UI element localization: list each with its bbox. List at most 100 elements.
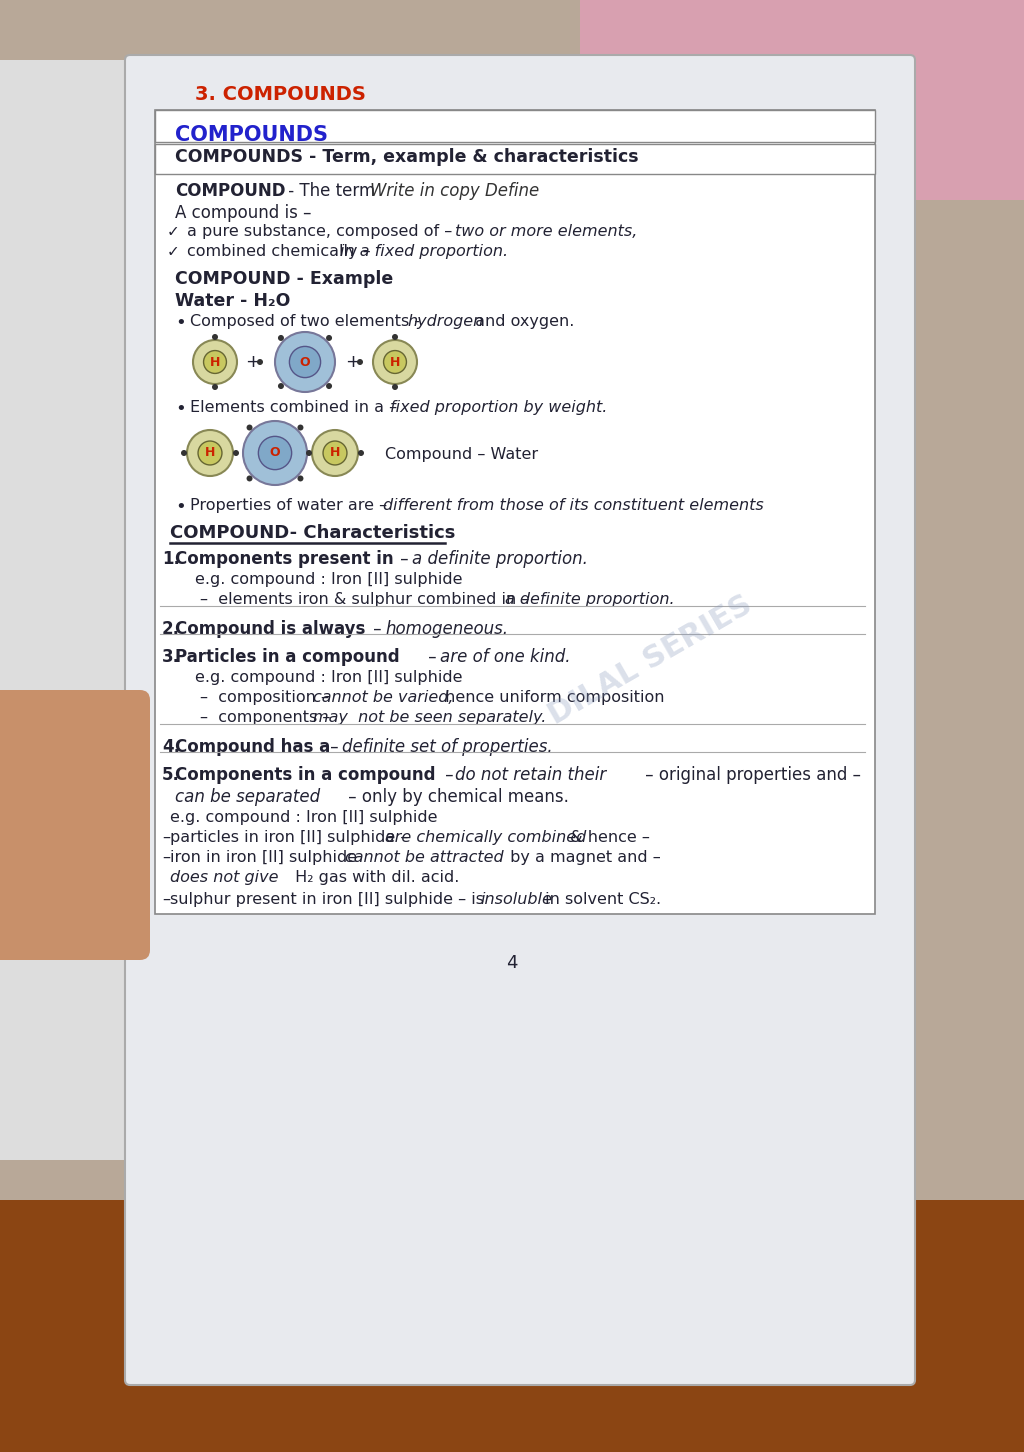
Text: DILAL SERIES: DILAL SERIES [543,590,757,730]
Circle shape [187,430,233,476]
Text: can be separated: can be separated [175,788,321,806]
Text: e.g. compound : Iron [II] sulphide: e.g. compound : Iron [II] sulphide [170,810,437,825]
Text: •: • [175,498,185,515]
Text: –  elements iron & sulphur combined in –: – elements iron & sulphur combined in – [200,592,535,607]
Text: iron in iron [II] sulphide: iron in iron [II] sulphide [170,849,362,865]
Text: H: H [330,447,340,459]
Text: Water - H₂O: Water - H₂O [175,292,291,309]
Text: H: H [205,447,215,459]
Text: – only by chemical means.: – only by chemical means. [343,788,569,806]
Text: cannot be varied,: cannot be varied, [313,690,454,706]
Text: insoluble: insoluble [480,892,552,908]
Text: COMPOUND- Characteristics: COMPOUND- Characteristics [170,524,456,542]
Text: a definite proportion.: a definite proportion. [412,550,588,568]
Text: COMPOUND: COMPOUND [175,182,286,200]
Circle shape [297,424,303,431]
Circle shape [193,340,237,383]
Text: –: – [395,550,414,568]
Text: COMPOUND - Example: COMPOUND - Example [175,270,393,287]
Bar [0,1199,1024,1452]
Text: e.g. compound : Iron [II] sulphide: e.g. compound : Iron [II] sulphide [195,669,463,685]
Text: Particles in a compound: Particles in a compound [175,648,399,666]
FancyBboxPatch shape [0,690,150,960]
Text: Write in copy Define: Write in copy Define [370,182,540,200]
Text: in solvent CS₂.: in solvent CS₂. [540,892,662,908]
Text: two or more elements,: two or more elements, [455,224,637,240]
Text: Composed of two elements -: Composed of two elements - [190,314,425,330]
Circle shape [212,334,218,340]
Circle shape [204,350,226,373]
Text: O: O [300,356,310,369]
Text: combined chemically –: combined chemically – [187,244,376,258]
Circle shape [290,347,321,378]
Text: definite set of properties.: definite set of properties. [342,738,553,756]
Text: Compound has a: Compound has a [175,738,331,756]
Text: +: + [345,353,360,372]
Bar [155,110,874,142]
Text: Compound is always: Compound is always [175,620,366,637]
Circle shape [275,333,335,392]
Circle shape [247,475,253,482]
Circle shape [233,450,239,456]
Circle shape [278,383,284,389]
FancyBboxPatch shape [125,55,915,1385]
Circle shape [312,430,358,476]
Text: cannot be attracted: cannot be attracted [345,849,504,865]
Text: +: + [245,353,260,372]
Text: and oxygen.: and oxygen. [470,314,574,330]
Circle shape [306,450,312,456]
Text: may  not be seen separately.: may not be seen separately. [313,710,547,725]
Text: –: – [368,620,387,637]
Bar [580,0,1024,200]
Circle shape [297,475,303,482]
Text: do not retain their: do not retain their [455,767,606,784]
Text: •: • [175,314,185,333]
Circle shape [243,421,307,485]
Circle shape [181,450,187,456]
FancyBboxPatch shape [155,110,874,913]
Circle shape [392,383,398,391]
Circle shape [278,335,284,341]
Text: Elements combined in a –: Elements combined in a – [190,399,402,415]
Text: –: – [440,767,459,784]
Text: a definite proportion.: a definite proportion. [505,592,675,607]
Circle shape [198,441,222,465]
Text: COMPOUNDS: COMPOUNDS [175,125,328,145]
Circle shape [247,424,253,431]
Text: COMPOUNDS - Term, example & characteristics: COMPOUNDS - Term, example & characterist… [175,148,639,166]
Text: H: H [390,356,400,369]
Text: –: – [423,648,442,666]
Circle shape [373,340,417,383]
Text: ✓: ✓ [167,224,180,240]
Text: Components present in: Components present in [175,550,393,568]
Text: fixed proportion by weight.: fixed proportion by weight. [390,399,607,415]
Circle shape [326,335,332,341]
Bar [0,60,135,1160]
Text: O: O [269,447,281,459]
Text: •: • [175,399,185,418]
Text: 1.: 1. [162,550,180,568]
Text: 3. COMPOUNDS: 3. COMPOUNDS [195,86,366,105]
Bar [155,144,874,174]
Text: - The term: - The term [283,182,381,200]
Circle shape [323,441,347,465]
Text: 3.: 3. [162,648,180,666]
Text: in a fixed proportion.: in a fixed proportion. [340,244,508,258]
Text: Components in a compound: Components in a compound [175,767,435,784]
Text: –: – [162,892,170,908]
Text: by a magnet and –: by a magnet and – [505,849,660,865]
Text: a pure substance, composed of –: a pure substance, composed of – [187,224,458,240]
Text: Properties of water are –: Properties of water are – [190,498,392,513]
Circle shape [257,359,263,364]
Text: H: H [210,356,220,369]
Text: 2.: 2. [162,620,180,637]
Text: e.g. compound : Iron [II] sulphide: e.g. compound : Iron [II] sulphide [195,572,463,587]
Circle shape [326,383,332,389]
Circle shape [212,383,218,391]
Text: are chemically combined: are chemically combined [385,831,587,845]
Text: hydrogen: hydrogen [407,314,483,330]
Text: 4.: 4. [162,738,180,756]
Text: A compound is –: A compound is – [175,203,311,222]
Text: –: – [162,831,170,845]
Text: –  composition –: – composition – [200,690,334,706]
